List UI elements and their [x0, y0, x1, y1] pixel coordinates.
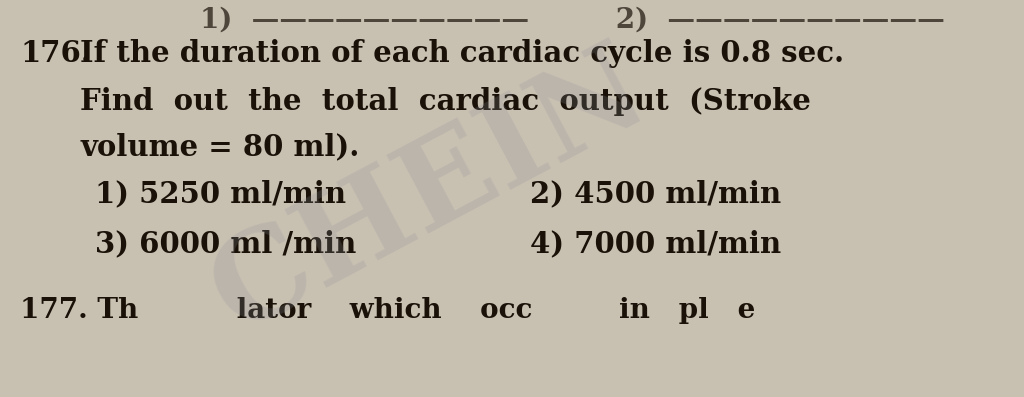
Text: 4) 7000 ml/min: 4) 7000 ml/min — [530, 229, 781, 258]
Text: CHEIN: CHEIN — [193, 29, 668, 356]
Text: 177. Th: 177. Th — [20, 297, 138, 324]
Text: 176.: 176. — [20, 39, 91, 68]
Text: volume = 80 ml).: volume = 80 ml). — [80, 132, 359, 161]
Text: Find  out  the  total  cardiac  output  (Stroke: Find out the total cardiac output (Strok… — [80, 87, 811, 116]
Text: 3) 6000 ml /min: 3) 6000 ml /min — [95, 229, 356, 258]
Text: If the duration of each cardiac cycle is 0.8 sec.: If the duration of each cardiac cycle is… — [80, 39, 844, 68]
Text: 1)  ——————————         2)  ——————————: 1) —————————— 2) —————————— — [200, 7, 945, 34]
Text: 1) 5250 ml/min: 1) 5250 ml/min — [95, 179, 346, 208]
Text: lator    which    occ         in   pl   e: lator which occ in pl e — [150, 297, 756, 324]
Text: 2) 4500 ml/min: 2) 4500 ml/min — [530, 179, 781, 208]
